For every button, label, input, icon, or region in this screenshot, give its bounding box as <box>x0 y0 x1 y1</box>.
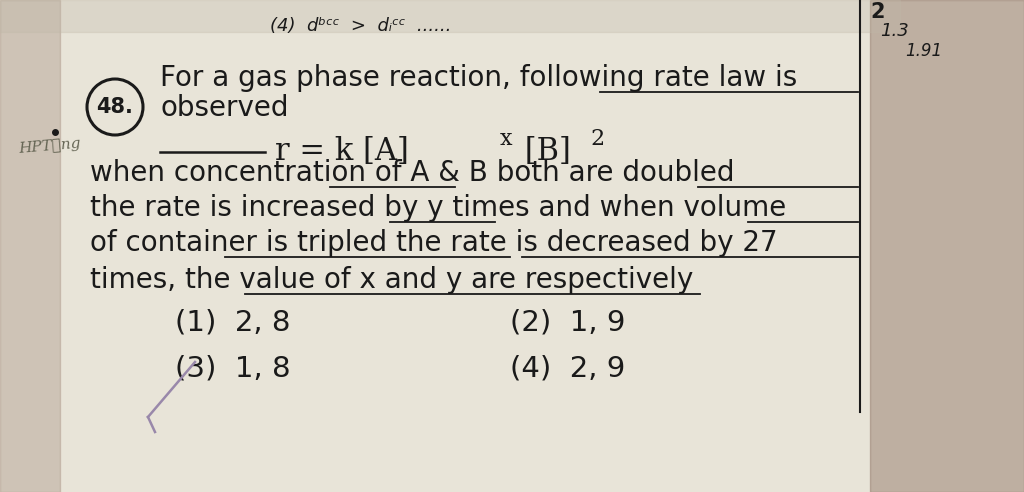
Text: (1)  2, 8: (1) 2, 8 <box>175 309 291 337</box>
Text: times, the value of x and y are respectively: times, the value of x and y are respecti… <box>90 266 693 294</box>
Text: 48.: 48. <box>96 97 133 117</box>
Text: (2)  1, 9: (2) 1, 9 <box>510 309 626 337</box>
Text: r = k [A]: r = k [A] <box>275 136 409 167</box>
Bar <box>0 0 60 492</box>
Text: the rate is increased by y times and when volume: the rate is increased by y times and whe… <box>90 194 786 222</box>
Bar <box>0 0 900 32</box>
Text: 2: 2 <box>590 128 604 150</box>
Text: [B]: [B] <box>515 136 570 167</box>
Text: (4)  2, 9: (4) 2, 9 <box>510 354 626 382</box>
Text: (4)  dᵇᶜᶜ  >  dᵢᶜᶜ  ......: (4) dᵇᶜᶜ > dᵢᶜᶜ ...... <box>270 17 452 35</box>
Text: 1.91: 1.91 <box>905 42 942 60</box>
Text: 2: 2 <box>870 2 885 22</box>
Bar <box>870 0 1024 492</box>
Text: of container is tripled the rate is decreased by 27: of container is tripled the rate is decr… <box>90 229 777 257</box>
Text: (3)  1, 8: (3) 1, 8 <box>175 354 291 382</box>
Text: For a gas phase reaction, following rate law is: For a gas phase reaction, following rate… <box>160 64 798 92</box>
Text: 1.3: 1.3 <box>880 22 908 40</box>
Text: observed: observed <box>160 94 289 122</box>
Text: x: x <box>500 128 512 150</box>
Text: HPTℓng: HPTℓng <box>18 137 81 156</box>
Text: when concentration of A & B both are doubled: when concentration of A & B both are dou… <box>90 159 734 187</box>
